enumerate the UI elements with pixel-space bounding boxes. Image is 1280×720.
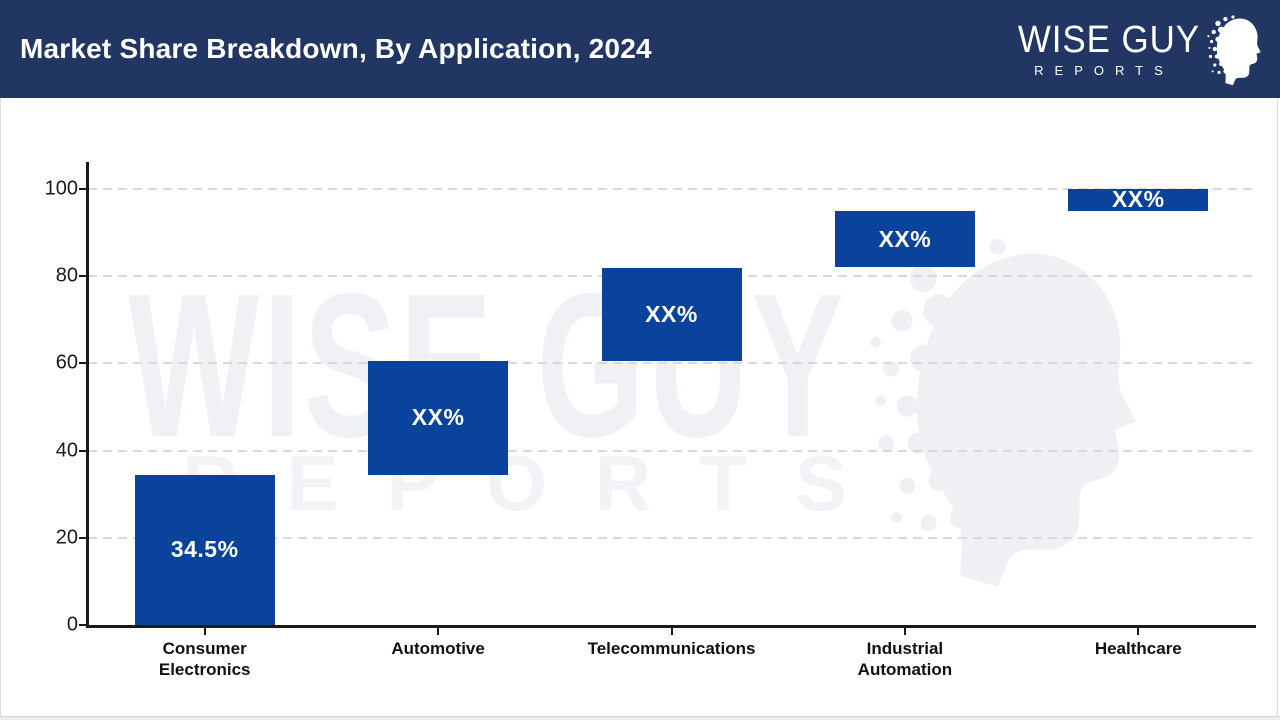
gridline-y-40	[88, 449, 1255, 452]
brand-head-icon	[1207, 15, 1261, 86]
brand-logo: WISE GUY REPORTS	[1002, 6, 1266, 92]
bar-automotive: XX%	[368, 361, 509, 475]
x-tick-label-automotive: Automotive	[391, 638, 485, 659]
x-tick-label-line: Consumer	[162, 639, 247, 658]
bar-value-label: XX%	[878, 225, 932, 252]
y-tick-label-80: 80	[55, 264, 78, 287]
header: Market Share Breakdown, By Application, …	[0, 0, 1280, 98]
chart-area: WISE GUY REPORTS 34.5% XX% XX% XX% XX% 0 20 40…	[0, 98, 1280, 720]
x-tick-mark-healthcare	[1137, 627, 1140, 635]
x-tick-mark-industrial-automation	[903, 627, 906, 635]
gridline-y-60	[88, 362, 1255, 365]
bar-value-label: XX%	[1111, 186, 1165, 213]
y-tick-mark-60	[79, 362, 86, 365]
brand-subtitle: REPORTS	[1034, 62, 1174, 78]
page-title: Market Share Breakdown, By Application, …	[20, 33, 652, 64]
y-tick-mark-100	[79, 188, 86, 190]
page-left-border	[0, 98, 1, 716]
y-tick-label-60: 60	[55, 351, 78, 374]
x-tick-mark-consumer-electronics	[203, 627, 206, 635]
x-tick-label-line: Industrial	[866, 639, 944, 658]
page-right-border	[1277, 98, 1278, 716]
x-tick-label-telecommunications: Telecommunications	[588, 638, 756, 659]
y-tick-mark-80	[79, 275, 86, 278]
bar-value-label: XX%	[411, 404, 465, 431]
brand-text: WISE GUY REPORTS	[1002, 21, 1200, 78]
y-tick-mark-0	[79, 624, 86, 626]
bar-consumer-electronics: 34.5%	[134, 474, 275, 625]
x-tick-label-line: Automotive	[391, 639, 485, 658]
bar-value-label: 34.5%	[170, 536, 239, 563]
brand-name: WISE GUY	[1017, 18, 1200, 61]
y-tick-label-40: 40	[55, 439, 78, 462]
x-axis	[86, 625, 1256, 628]
x-tick-label-healthcare: Healthcare	[1095, 638, 1182, 659]
bar-industrial-automation: XX%	[834, 210, 975, 268]
bar-value-label: XX%	[645, 300, 698, 327]
x-tick-label-line: Automation	[857, 660, 953, 679]
y-tick-mark-40	[79, 449, 86, 452]
gridline-y-100	[88, 188, 1255, 190]
x-tick-label-industrial-automation: Industrial Automation	[858, 638, 952, 680]
plot: 34.5% XX% XX% XX% XX%	[88, 167, 1255, 625]
y-tick-label-0: 0	[66, 613, 78, 636]
watermark-brand-subtitle: REPORTS	[182, 439, 896, 527]
x-tick-label-line: Telecommunications	[587, 639, 756, 658]
x-tick-label-line: Healthcare	[1094, 639, 1182, 658]
page-bottom-border	[0, 716, 1280, 717]
y-axis	[86, 162, 89, 627]
y-tick-label-100: 100	[44, 177, 78, 200]
gridline-y-20	[88, 536, 1255, 539]
x-tick-label-line: Electronics	[158, 660, 251, 679]
page-bottom-fill	[0, 717, 1280, 720]
x-tick-mark-automotive	[437, 627, 440, 635]
bar-healthcare: XX%	[1068, 186, 1209, 213]
x-tick-mark-telecommunications	[670, 627, 673, 635]
x-tick-label-consumer-electronics: Consumer Electronics	[159, 638, 251, 680]
y-tick-label-20: 20	[55, 526, 78, 549]
bar-telecommunications: XX%	[601, 267, 742, 362]
y-tick-mark-20	[79, 536, 86, 539]
